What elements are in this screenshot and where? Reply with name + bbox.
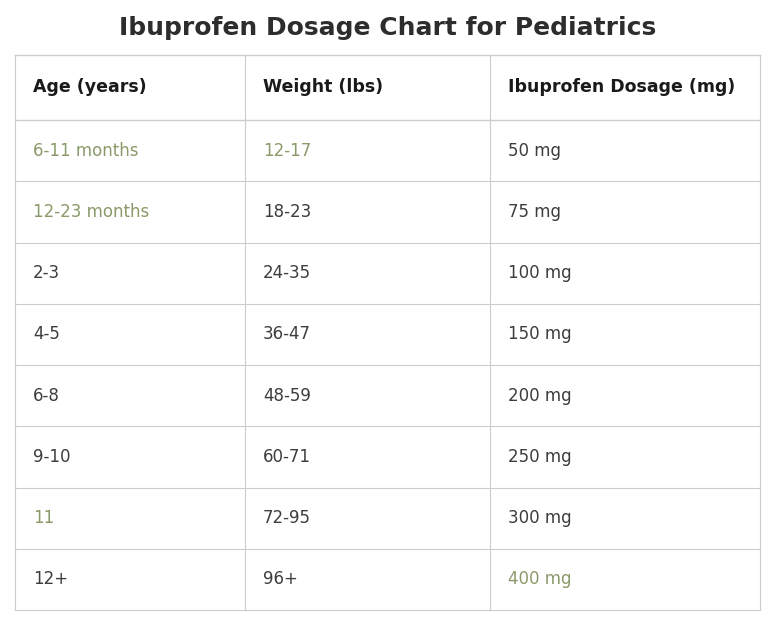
- Text: 36-47: 36-47: [263, 326, 311, 344]
- Text: 4-5: 4-5: [33, 326, 60, 344]
- Text: 50 mg: 50 mg: [508, 142, 561, 160]
- Text: 96+: 96+: [263, 570, 298, 589]
- Text: 6-8: 6-8: [33, 387, 60, 405]
- Text: 9-10: 9-10: [33, 448, 71, 466]
- Text: 200 mg: 200 mg: [508, 387, 572, 405]
- Text: Ibuprofen Dosage Chart for Pediatrics: Ibuprofen Dosage Chart for Pediatrics: [119, 16, 656, 40]
- Text: 250 mg: 250 mg: [508, 448, 572, 466]
- Text: 11: 11: [33, 509, 54, 527]
- Text: 300 mg: 300 mg: [508, 509, 572, 527]
- Text: 100 mg: 100 mg: [508, 264, 572, 282]
- Text: 72-95: 72-95: [263, 509, 311, 527]
- Text: 6-11 months: 6-11 months: [33, 142, 139, 160]
- Text: Weight (lbs): Weight (lbs): [263, 79, 383, 97]
- Text: 18-23: 18-23: [263, 203, 312, 221]
- Text: 400 mg: 400 mg: [508, 570, 571, 589]
- Text: 12-17: 12-17: [263, 142, 312, 160]
- Text: Age (years): Age (years): [33, 79, 146, 97]
- Text: 2-3: 2-3: [33, 264, 60, 282]
- Text: 24-35: 24-35: [263, 264, 311, 282]
- Text: 60-71: 60-71: [263, 448, 311, 466]
- Text: 12+: 12+: [33, 570, 68, 589]
- Text: 48-59: 48-59: [263, 387, 311, 405]
- Text: 12-23 months: 12-23 months: [33, 203, 150, 221]
- Text: 150 mg: 150 mg: [508, 326, 572, 344]
- Text: 75 mg: 75 mg: [508, 203, 561, 221]
- Text: Ibuprofen Dosage (mg): Ibuprofen Dosage (mg): [508, 79, 735, 97]
